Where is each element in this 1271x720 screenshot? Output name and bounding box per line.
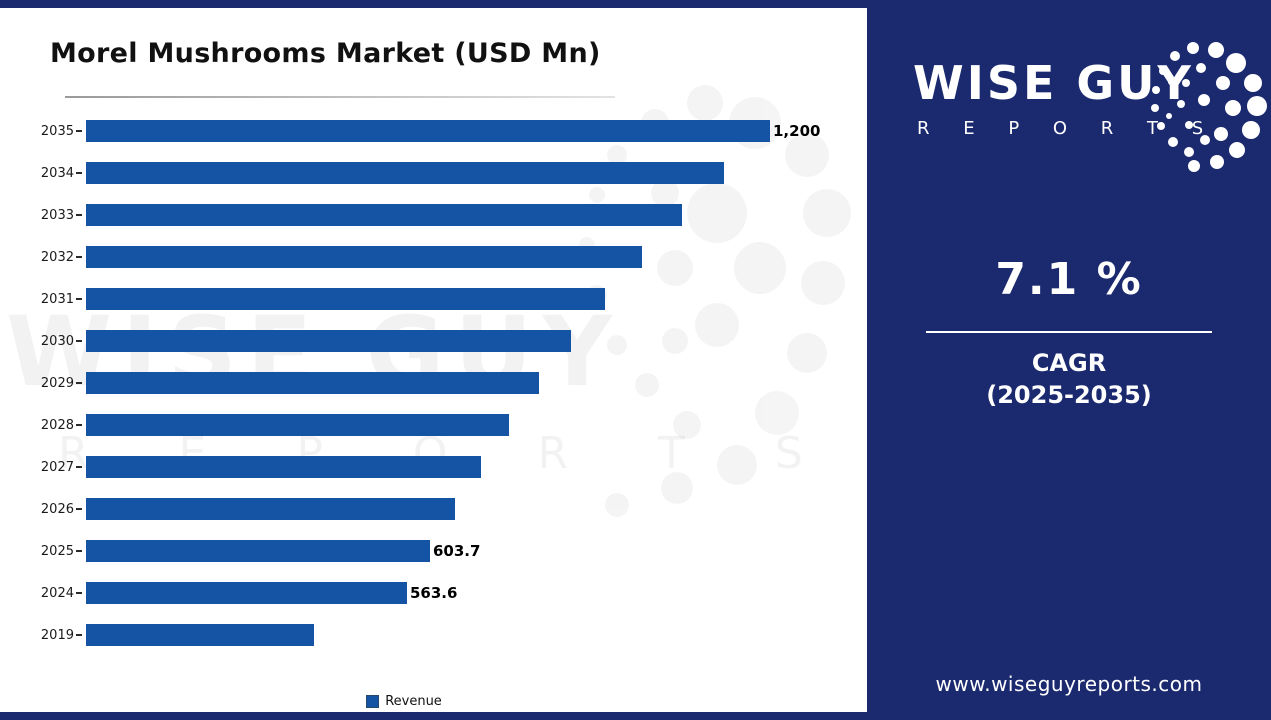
bar-row: 2032 — [24, 236, 844, 278]
bar-row: 2025 603.7 — [24, 530, 844, 572]
revenue-bar — [86, 162, 724, 184]
revenue-bar — [86, 120, 770, 142]
cagr-block: 7.1 % CAGR (2025-2035) — [867, 254, 1271, 409]
bar-chart: 2035 1,200 2034 2033 2032 2031 2030 2029 2028 202… — [24, 110, 844, 656]
bar-row: 2035 1,200 — [24, 110, 844, 152]
bar-row: 2026 — [24, 488, 844, 530]
y-axis-tick-mark — [76, 172, 82, 174]
bar-row: 2034 — [24, 152, 844, 194]
chart-area: WISE GUY R E P O R T S Morel Mushrooms M… — [0, 8, 867, 712]
bar-row: 2024 563.6 — [24, 572, 844, 614]
bottom-accent-strip — [0, 712, 1271, 720]
y-axis-tick-label: 2035 — [40, 123, 74, 139]
cagr-divider — [926, 331, 1212, 333]
revenue-bar — [86, 204, 682, 226]
y-axis-tick-mark — [76, 466, 82, 468]
bar-row: 2028 — [24, 404, 844, 446]
y-axis-tick-mark — [76, 424, 82, 426]
revenue-bar — [86, 246, 642, 268]
y-axis-tick-mark — [76, 214, 82, 216]
bar-value-label: 563.6 — [410, 584, 458, 602]
website-url: www.wiseguyreports.com — [935, 672, 1203, 696]
y-axis-tick-mark — [76, 382, 82, 384]
y-axis-tick-label: 2026 — [40, 501, 74, 517]
bar-row: 2029 — [24, 362, 844, 404]
bar-row: 2030 — [24, 320, 844, 362]
y-axis-tick-label: 2029 — [40, 375, 74, 391]
y-axis-tick-mark — [76, 508, 82, 510]
bar-row: 2031 — [24, 278, 844, 320]
cagr-value: 7.1 % — [995, 254, 1143, 305]
y-axis-tick-label: 2027 — [40, 459, 74, 475]
revenue-bar — [86, 540, 430, 562]
wise-guy-logo: WISE GUY R E P O R T S — [913, 42, 1267, 172]
logo-head-dots-icon — [1151, 42, 1267, 172]
logo-subtitle: R E P O R T S — [917, 118, 1218, 139]
cagr-label: CAGR — [1031, 349, 1107, 377]
revenue-bar — [86, 582, 407, 604]
cagr-period: (2025-2035) — [986, 381, 1152, 409]
bar-value-label: 603.7 — [433, 542, 481, 560]
y-axis-tick-label: 2019 — [40, 627, 74, 643]
chart-legend: Revenue — [24, 694, 784, 709]
y-axis-tick-label: 2024 — [40, 585, 74, 601]
revenue-bar — [86, 624, 314, 646]
y-axis-tick-label: 2028 — [40, 417, 74, 433]
bar-row: 2027 — [24, 446, 844, 488]
revenue-bar — [86, 498, 455, 520]
legend-label-revenue: Revenue — [385, 694, 442, 709]
y-axis-tick-label: 2033 — [40, 207, 74, 223]
y-axis-tick-mark — [76, 592, 82, 594]
y-axis-tick-mark — [76, 634, 82, 636]
y-axis-tick-mark — [76, 130, 82, 132]
chart-title: Morel Mushrooms Market (USD Mn) — [50, 38, 601, 69]
revenue-bar — [86, 288, 605, 310]
y-axis-tick-mark — [76, 340, 82, 342]
title-underline — [65, 96, 615, 98]
bar-value-label: 1,200 — [773, 122, 821, 140]
bar-row: 2019 — [24, 614, 844, 656]
top-accent-strip — [0, 0, 1271, 8]
y-axis-tick-label: 2031 — [40, 291, 74, 307]
y-axis-tick-mark — [76, 550, 82, 552]
revenue-bar — [86, 372, 539, 394]
brand-panel: WISE GUY R E P O R T S 7.1 % CAGR (2025-… — [867, 0, 1271, 720]
bar-row: 2033 — [24, 194, 844, 236]
y-axis-tick-label: 2030 — [40, 333, 74, 349]
y-axis-tick-mark — [76, 256, 82, 258]
y-axis-tick-label: 2034 — [40, 165, 74, 181]
revenue-bar — [86, 414, 509, 436]
y-axis-tick-label: 2025 — [40, 543, 74, 559]
legend-swatch-revenue — [366, 695, 380, 708]
y-axis-tick-mark — [76, 298, 82, 300]
logo-wordmark: WISE GUY — [913, 56, 1194, 110]
revenue-bar — [86, 456, 481, 478]
y-axis-tick-label: 2032 — [40, 249, 74, 265]
revenue-bar — [86, 330, 571, 352]
